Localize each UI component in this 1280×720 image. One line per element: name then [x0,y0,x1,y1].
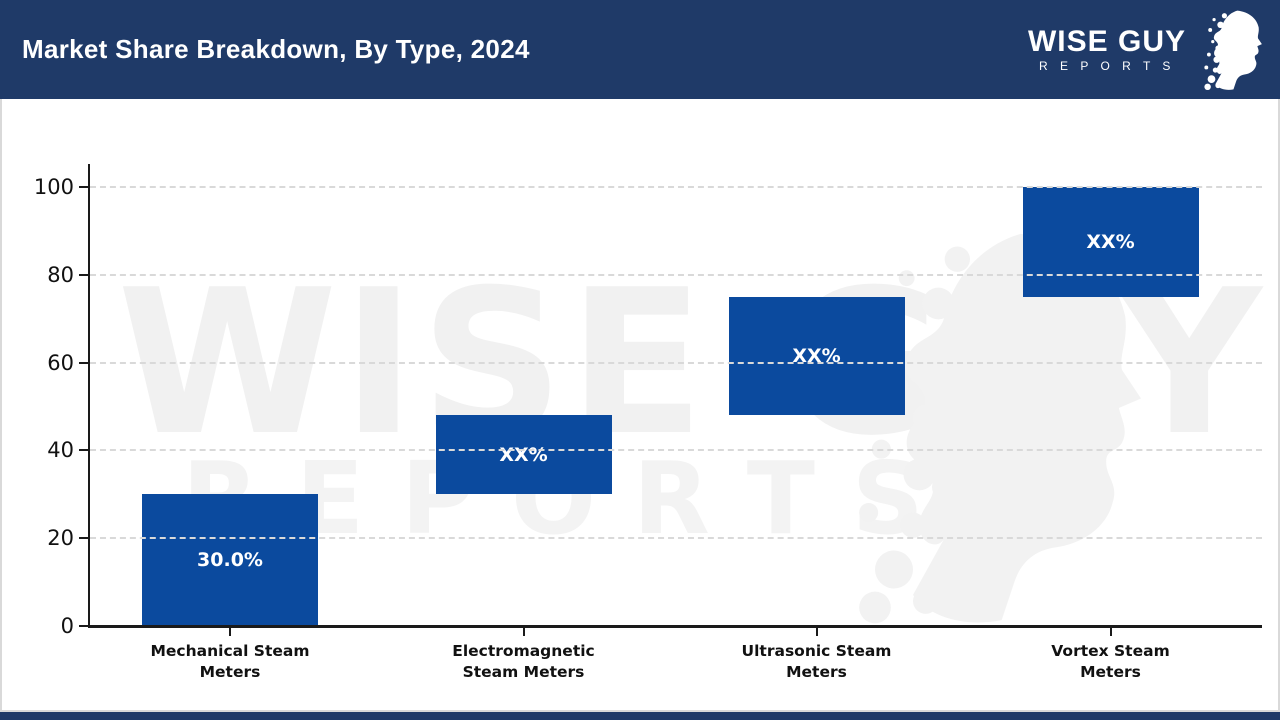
chart-title: Market Share Breakdown, By Type, 2024 [22,34,530,64]
wise-guy-logo: WISE GUY R E P O R T S [1028,8,1280,92]
logo-sub: R E P O R T S [1039,59,1175,73]
chart-area: WISE GUY R E P O R T S [0,99,1280,712]
footer-bar [0,712,1280,720]
header: Market Share Breakdown, By Type, 2024 WI… [0,0,1280,99]
logo-text: WISE GUY R E P O R T S [1027,25,1186,74]
logo-name: WISE GUY [1027,25,1186,58]
logo-face-icon [1204,10,1262,90]
watermark-face-icon [859,233,1141,624]
